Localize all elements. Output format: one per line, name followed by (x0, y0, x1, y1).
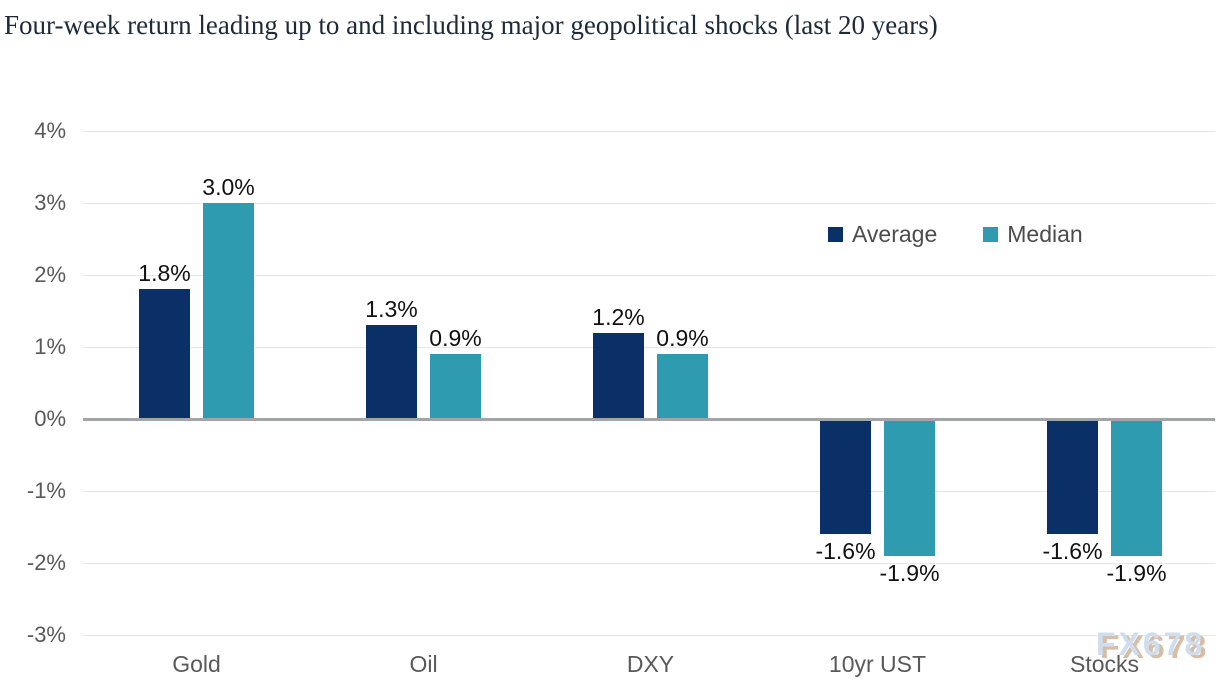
value-label-median-gold: 3.0% (202, 174, 255, 200)
legend-swatch-average-icon (828, 226, 843, 242)
value-label-median-stocks: -1.9% (1106, 559, 1167, 586)
bar-median-oil (430, 354, 481, 419)
legend-label-median: Median (1007, 221, 1083, 247)
value-label-average-dxy: 1.2% (592, 303, 645, 330)
bar-average-stocks (1047, 419, 1098, 535)
bar-average-oil (366, 325, 417, 419)
chart-title: Four-week return leading up to and inclu… (4, 10, 938, 40)
chart-legend: Average Median (828, 221, 1083, 247)
value-label-average-oil: 1.3% (365, 296, 418, 323)
x-axis-zero-line (83, 418, 1215, 421)
gridline--1% (83, 491, 1215, 492)
bar-average-gold (139, 289, 190, 419)
value-label-median-10yr-ust: -1.9% (879, 559, 940, 586)
gridline-3% (83, 203, 1215, 204)
value-label-average-stocks: -1.6% (1042, 538, 1103, 565)
gridline-4% (83, 131, 1215, 132)
y-tick--1%: -1% (26, 478, 66, 503)
gridline-1% (83, 347, 1215, 348)
legend-item-median: Median (983, 221, 1083, 247)
y-tick-0%: 0% (34, 406, 66, 431)
bar-median-stocks (1111, 419, 1162, 556)
legend-swatch-median-icon (983, 226, 999, 242)
y-tick-4%: 4% (34, 118, 66, 143)
gridline--3% (83, 635, 1215, 636)
y-tick-1%: 1% (34, 334, 66, 359)
x-category-gold: Gold (172, 651, 221, 677)
bar-median-dxy (657, 354, 708, 419)
gridline-2% (83, 275, 1215, 276)
value-label-average-gold: 1.8% (138, 260, 191, 287)
value-label-average-10yr-ust: -1.6% (815, 538, 876, 565)
bar-median-10yr-ust (884, 419, 935, 556)
gridline--2% (83, 563, 1215, 564)
x-category-stocks: Stocks (1069, 651, 1140, 677)
bar-median-gold (203, 203, 254, 419)
x-category-10yr-ust: 10yr UST (828, 651, 927, 677)
y-tick-3%: 3% (34, 190, 66, 215)
value-label-median-dxy: 0.9% (656, 325, 709, 352)
x-category-oil: Oil (409, 651, 438, 677)
legend-label-average: Average (852, 221, 938, 247)
watermark: FX678 (1096, 626, 1206, 662)
bar-average-dxy (593, 332, 644, 419)
bar-average-10yr-ust (820, 419, 871, 535)
legend-item-average: Average (828, 221, 937, 247)
y-tick--3%: -3% (26, 622, 66, 647)
value-label-median-oil: 0.9% (429, 325, 482, 352)
y-tick-2%: 2% (34, 262, 66, 287)
y-tick--2%: -2% (26, 550, 66, 575)
x-category-dxy: DXY (626, 651, 675, 677)
